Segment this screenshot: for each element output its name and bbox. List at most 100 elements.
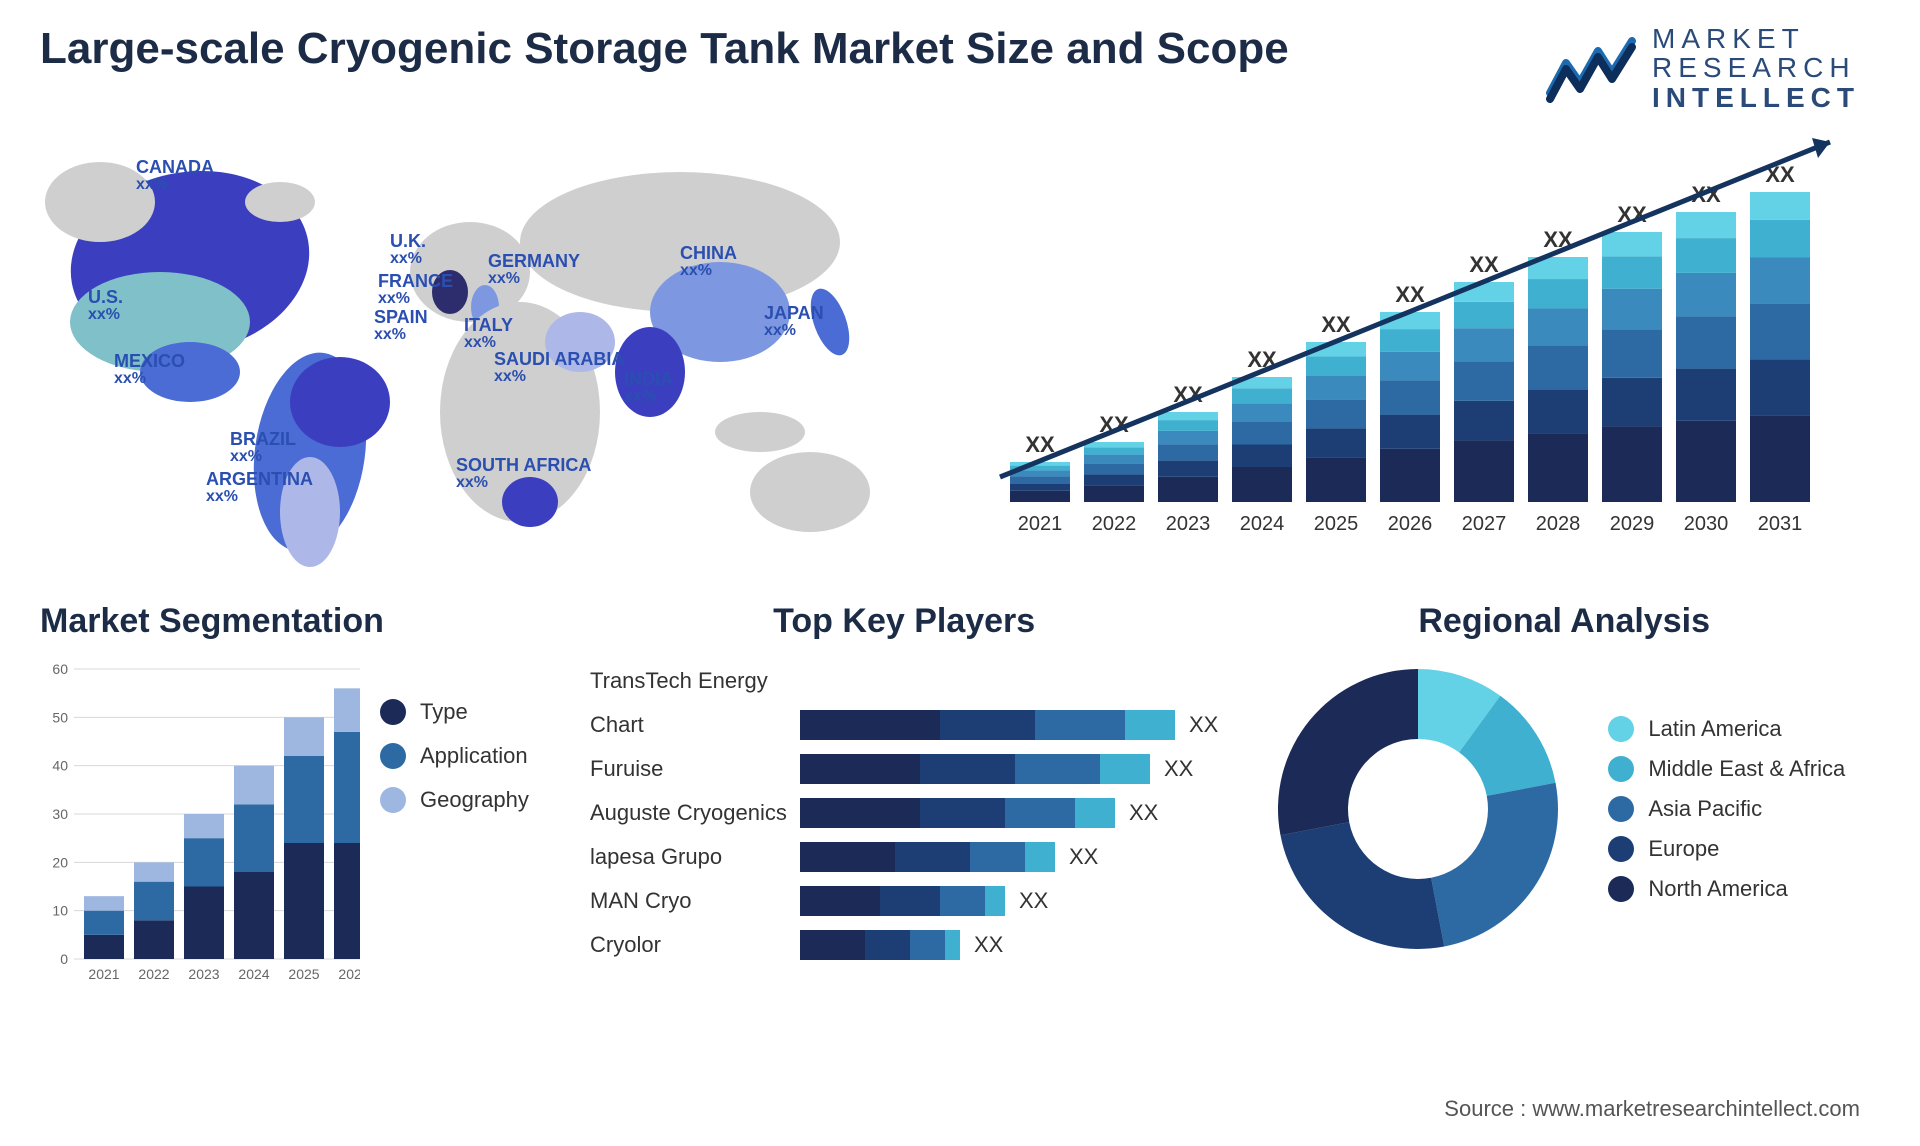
region-legend-item: Asia Pacific	[1608, 796, 1845, 822]
svg-text:XX: XX	[1469, 252, 1499, 277]
player-bar-seg	[1025, 842, 1055, 872]
player-bar-seg	[1125, 710, 1175, 740]
player-bar-seg	[880, 886, 940, 916]
player-label: TransTech Energy	[590, 668, 800, 694]
brand-text: MARKET RESEARCH INTELLECT	[1652, 24, 1860, 112]
country-label-india: INDIAxx%	[624, 370, 673, 406]
svg-text:2023: 2023	[1166, 513, 1211, 535]
player-bar-seg	[940, 710, 1035, 740]
player-bar	[800, 930, 960, 960]
brand-line-2: RESEARCH	[1652, 53, 1860, 82]
player-xx: XX	[1129, 800, 1158, 826]
svg-text:30: 30	[52, 806, 68, 822]
swatch-icon	[380, 787, 406, 813]
player-bar-seg	[800, 886, 880, 916]
page-title: Large-scale Cryogenic Storage Tank Marke…	[40, 24, 1289, 74]
brand-line-3: INTELLECT	[1652, 83, 1860, 112]
player-label: Chart	[590, 712, 800, 738]
segmentation-title: Market Segmentation	[40, 602, 540, 641]
player-label: Cryolor	[590, 932, 800, 958]
player-bar-seg	[800, 798, 920, 828]
svg-text:2021: 2021	[88, 966, 119, 982]
svg-text:XX: XX	[1321, 312, 1351, 337]
svg-text:2026: 2026	[338, 966, 360, 982]
key-players-list: TransTech EnergyChartXXFuruiseXXAuguste …	[590, 659, 1218, 967]
player-bar	[800, 886, 1005, 916]
player-bar-seg	[920, 754, 1015, 784]
country-label-germany: GERMANYxx%	[488, 252, 580, 288]
svg-text:2024: 2024	[1240, 513, 1285, 535]
player-label: MAN Cryo	[590, 888, 800, 914]
seg-legend-label: Application	[420, 743, 528, 769]
svg-text:2025: 2025	[288, 966, 319, 982]
player-bar-seg	[800, 930, 865, 960]
country-label-japan: JAPANxx%	[764, 304, 824, 340]
source-line: Source : www.marketresearchintellect.com	[1444, 1096, 1860, 1122]
country-label-italy: ITALYxx%	[464, 316, 513, 352]
country-label-mexico: MEXICOxx%	[114, 352, 185, 388]
player-bar	[800, 754, 1150, 784]
player-bar-seg	[985, 886, 1005, 916]
svg-text:2028: 2028	[1536, 513, 1581, 535]
region-legend-item: Middle East & Africa	[1608, 756, 1845, 782]
region-legend-label: Latin America	[1648, 716, 1781, 742]
svg-text:2027: 2027	[1462, 513, 1507, 535]
region-legend-item: North America	[1608, 876, 1845, 902]
brand-logo: MARKET RESEARCH INTELLECT	[1546, 24, 1860, 112]
region-legend-label: Asia Pacific	[1648, 796, 1762, 822]
bottom-row: Market Segmentation 01020304050602021202…	[0, 572, 1920, 989]
svg-text:2031: 2031	[1758, 513, 1803, 535]
player-bar-seg	[1005, 798, 1075, 828]
segmentation-panel: Market Segmentation 01020304050602021202…	[40, 602, 540, 989]
player-bar-seg	[940, 886, 985, 916]
country-label-spain: SPAINxx%	[374, 308, 428, 344]
top-row: CANADAxx%U.S.xx%MEXICOxx%BRAZILxx%ARGENT…	[0, 112, 1920, 572]
swatch-icon	[380, 743, 406, 769]
world-map: CANADAxx%U.S.xx%MEXICOxx%BRAZILxx%ARGENT…	[40, 132, 940, 572]
seg-legend-label: Type	[420, 699, 468, 725]
svg-text:50: 50	[52, 710, 68, 726]
segmentation-chart: 0102030405060202120222023202420252026 Ty…	[40, 659, 540, 989]
svg-text:2024: 2024	[238, 966, 269, 982]
seg-legend-application: Application	[380, 743, 529, 769]
country-label-south-africa: SOUTH AFRICAxx%	[456, 456, 591, 492]
swatch-icon	[1608, 796, 1634, 822]
player-bar-seg	[800, 754, 920, 784]
country-label-canada: CANADAxx%	[136, 158, 214, 194]
brand-line-1: MARKET	[1652, 24, 1860, 53]
svg-text:2022: 2022	[1092, 513, 1137, 535]
swatch-icon	[1608, 756, 1634, 782]
player-bar-seg	[945, 930, 960, 960]
player-bar-seg	[1075, 798, 1115, 828]
country-label-argentina: ARGENTINAxx%	[206, 470, 313, 506]
svg-text:XX: XX	[1395, 282, 1425, 307]
country-label-u-k-: U.K.xx%	[390, 232, 426, 268]
logo-icon	[1546, 33, 1636, 103]
key-players-title: Top Key Players	[590, 602, 1218, 641]
donut-wrap: Latin America Middle East & Africa Asia Pa…	[1268, 659, 1860, 959]
swatch-icon	[1608, 876, 1634, 902]
svg-text:2021: 2021	[1018, 513, 1063, 535]
header: Large-scale Cryogenic Storage Tank Marke…	[0, 0, 1920, 112]
swatch-icon	[1608, 836, 1634, 862]
svg-text:2030: 2030	[1684, 513, 1729, 535]
player-bar-seg	[895, 842, 970, 872]
swatch-icon	[380, 699, 406, 725]
donut-chart	[1268, 659, 1568, 959]
player-row: MAN CryoXX	[590, 879, 1218, 923]
region-legend-item: Latin America	[1608, 716, 1845, 742]
player-bar-seg	[800, 710, 940, 740]
player-bar-seg	[1015, 754, 1100, 784]
player-xx: XX	[974, 932, 1003, 958]
country-label-france: FRANCExx%	[378, 272, 453, 308]
region-legend-label: North America	[1648, 876, 1787, 902]
regional-title: Regional Analysis	[1268, 602, 1860, 641]
growth-bar-chart: XX2021XX2022XX2023XX2024XX2025XX2026XX20…	[980, 132, 1860, 572]
player-row: Cryolor XX	[590, 923, 1218, 967]
player-xx: XX	[1164, 756, 1193, 782]
svg-text:2029: 2029	[1610, 513, 1655, 535]
player-row: ChartXX	[590, 703, 1218, 747]
region-legend-label: Middle East & Africa	[1648, 756, 1845, 782]
player-row: TransTech Energy	[590, 659, 1218, 703]
player-bar-seg	[920, 798, 1005, 828]
